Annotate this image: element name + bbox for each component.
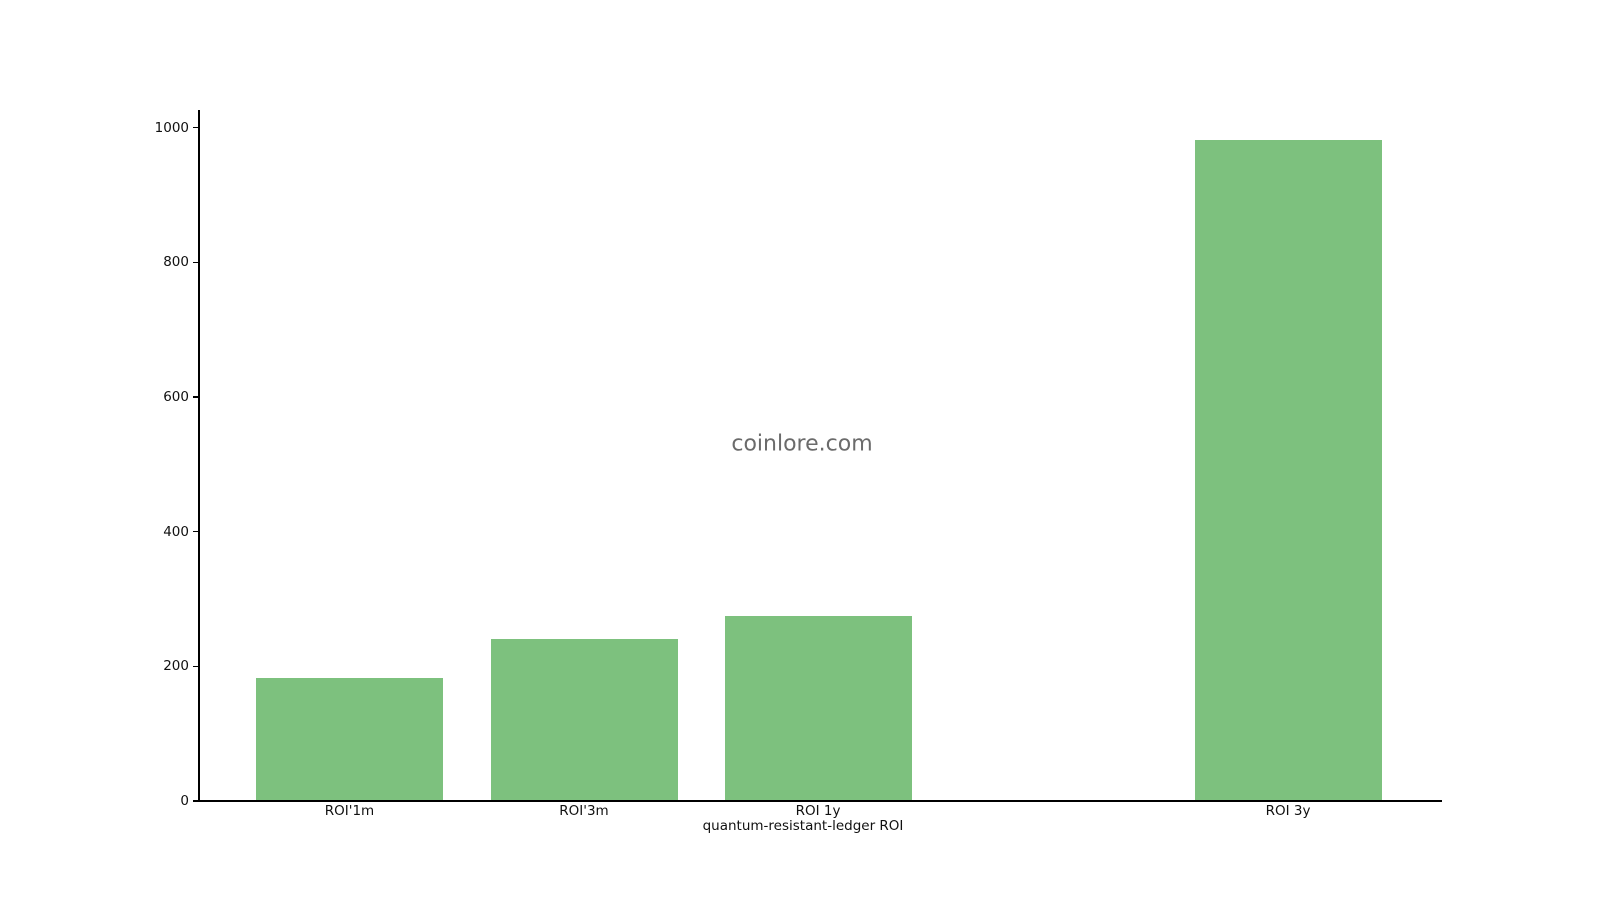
y-tick-label: 400 — [163, 523, 189, 540]
y-axis-tick — [193, 530, 198, 533]
y-tick-label: 0 — [180, 793, 189, 809]
x-axis-title: quantum-resistant-ledger ROI — [702, 818, 904, 834]
y-axis-tick — [193, 800, 198, 802]
y-tick-label: 600 — [163, 389, 189, 406]
y-tick-label: 800 — [163, 254, 189, 271]
bar-roi-1y — [724, 615, 912, 801]
x-tick-label: ROI 1y — [795, 803, 841, 819]
y-axis-tick — [193, 127, 198, 129]
x-tick-label: ROI'3m — [559, 803, 609, 819]
watermark: coinlore.com — [731, 431, 873, 457]
bar-roi-3m — [490, 638, 678, 801]
y-axis-tick — [193, 261, 198, 264]
x-tick-label: ROI'1m — [324, 803, 375, 819]
y-axis — [198, 110, 200, 801]
bar-roi-1m — [256, 678, 443, 801]
y-axis-tick — [193, 396, 198, 398]
y-tick-label: 1000 — [154, 119, 189, 136]
x-axis — [197, 800, 1442, 802]
y-axis-tick — [193, 665, 198, 668]
y-tick-label: 200 — [163, 658, 189, 675]
x-tick-label: ROI 3y — [1265, 803, 1311, 819]
bar-roi-3y — [1194, 140, 1382, 801]
